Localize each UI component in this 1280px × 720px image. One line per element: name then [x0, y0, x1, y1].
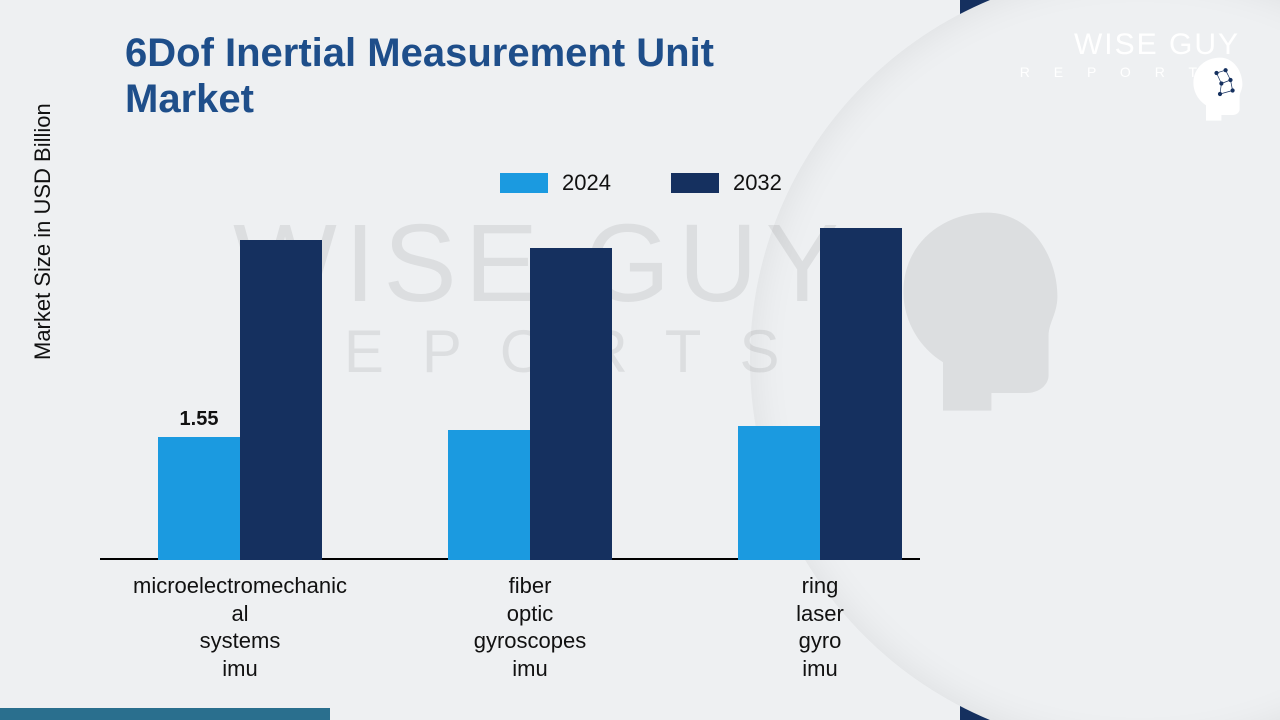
legend-item: 2032	[671, 170, 782, 196]
legend-swatch-2032	[671, 173, 719, 193]
legend-item: 2024	[500, 170, 611, 196]
y-axis-label: Market Size in USD Billion	[30, 103, 56, 360]
plot-area: 1.55	[100, 220, 920, 560]
brand-head-icon	[1178, 52, 1248, 122]
legend-label: 2024	[562, 170, 611, 196]
chart-card: WISE GUY R E P O R T S WISE GUY REPORTS …	[0, 0, 1280, 720]
x-tick-label: microelectromechanicalsystemsimu	[130, 572, 350, 682]
bar-value-label: 1.55	[158, 408, 240, 431]
legend-swatch-2024	[500, 173, 548, 193]
brand-logo: WISE GUY R E P O R T S	[1020, 28, 1240, 80]
bar	[448, 430, 530, 560]
bar	[530, 248, 612, 560]
bar	[158, 437, 240, 560]
x-tick-label: fiberopticgyroscopesimu	[420, 572, 640, 682]
bar	[820, 228, 902, 560]
chart-title: 6Dof Inertial Measurement Unit Market	[125, 30, 845, 122]
bar	[240, 240, 322, 560]
legend-label: 2032	[733, 170, 782, 196]
decorative-bottom-bar	[0, 708, 330, 720]
bar	[738, 426, 820, 560]
x-tick-label: ringlasergyroimu	[710, 572, 930, 682]
legend: 2024 2032	[500, 170, 782, 196]
